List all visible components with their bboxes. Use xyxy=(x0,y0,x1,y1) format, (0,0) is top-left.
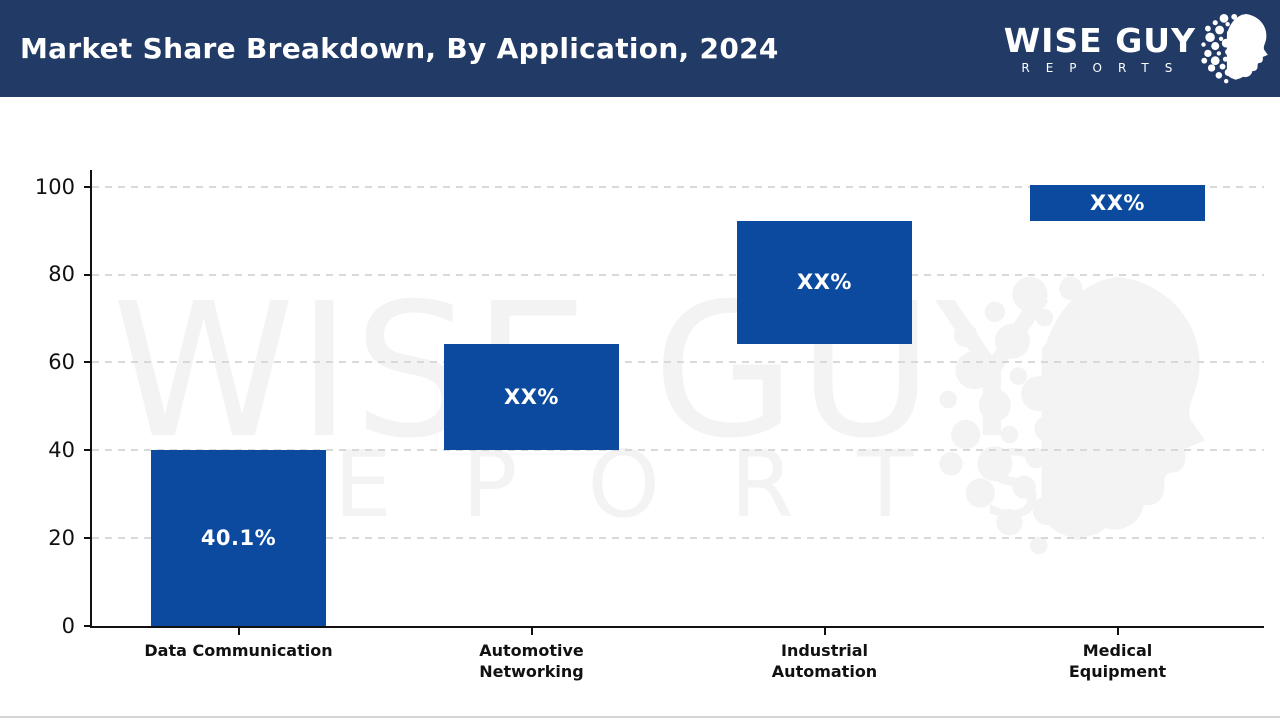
y-tick-mark xyxy=(84,273,92,276)
bar-automotive-networking: XX% xyxy=(443,343,620,450)
y-axis-tick-label: 60 xyxy=(48,350,75,375)
gridline-100 xyxy=(92,185,1264,188)
y-axis-tick-label: 0 xyxy=(61,613,75,638)
bar-value-label: XX% xyxy=(1090,190,1145,215)
x-tick-mark xyxy=(237,628,240,635)
gridline-40 xyxy=(92,449,1264,452)
x-axis-category-label: Medical Equipment xyxy=(1068,641,1167,681)
gridline-80 xyxy=(92,273,1264,276)
chart-area: WISE GUY REPORTS 0 20 40 60 80 100 Data Commun… xyxy=(0,97,1280,720)
report-header: Market Share Breakdown, By Application, … xyxy=(0,0,1280,97)
y-tick-mark xyxy=(84,449,92,452)
logo-subtext: REPORTS xyxy=(1021,60,1189,75)
x-axis-category-label: Data Communication xyxy=(144,641,333,660)
bar-value-label: XX% xyxy=(797,270,852,295)
gridline-60 xyxy=(92,361,1264,364)
wiseguy-logo: WISE GUY REPORTS xyxy=(1004,4,1270,94)
x-axis-category-label: Industrial Automation xyxy=(771,641,878,681)
x-tick-mark xyxy=(1116,628,1119,635)
bar-value-label: 40.1% xyxy=(200,525,277,550)
bar-data-communication: 40.1% xyxy=(150,449,327,626)
logo-wordmark: WISE GUY xyxy=(1003,20,1196,60)
watermark-subtext: REPORTS xyxy=(200,431,1112,538)
x-axis-category-label: Automotive Networking xyxy=(479,641,584,681)
bar-value-label: XX% xyxy=(504,384,559,409)
bar-medical-equipment: XX% xyxy=(1029,184,1206,221)
plot-area: 0 20 40 60 80 100 Data Communication Automotive… xyxy=(35,170,1264,681)
bar-industrial-automation: XX% xyxy=(736,220,913,344)
y-tick-mark xyxy=(84,625,92,627)
report-title: Market Share Breakdown, By Application, … xyxy=(20,32,779,65)
y-tick-mark xyxy=(84,537,92,540)
y-axis-tick-label: 40 xyxy=(48,438,75,463)
x-tick-mark xyxy=(823,628,826,635)
y-axis-tick-label: 100 xyxy=(34,174,75,199)
y-tick-mark xyxy=(84,361,92,364)
y-axis-tick-label: 20 xyxy=(48,525,75,550)
gridline-20 xyxy=(92,537,1264,540)
wiseguy-face-logo-icon xyxy=(1201,13,1268,84)
y-tick-mark xyxy=(84,185,92,188)
y-axis-tick-label: 80 xyxy=(48,262,75,287)
x-tick-mark xyxy=(530,628,533,635)
logo-text: WISE GUY REPORTS xyxy=(1004,24,1196,75)
bottom-border-line xyxy=(0,716,1280,718)
